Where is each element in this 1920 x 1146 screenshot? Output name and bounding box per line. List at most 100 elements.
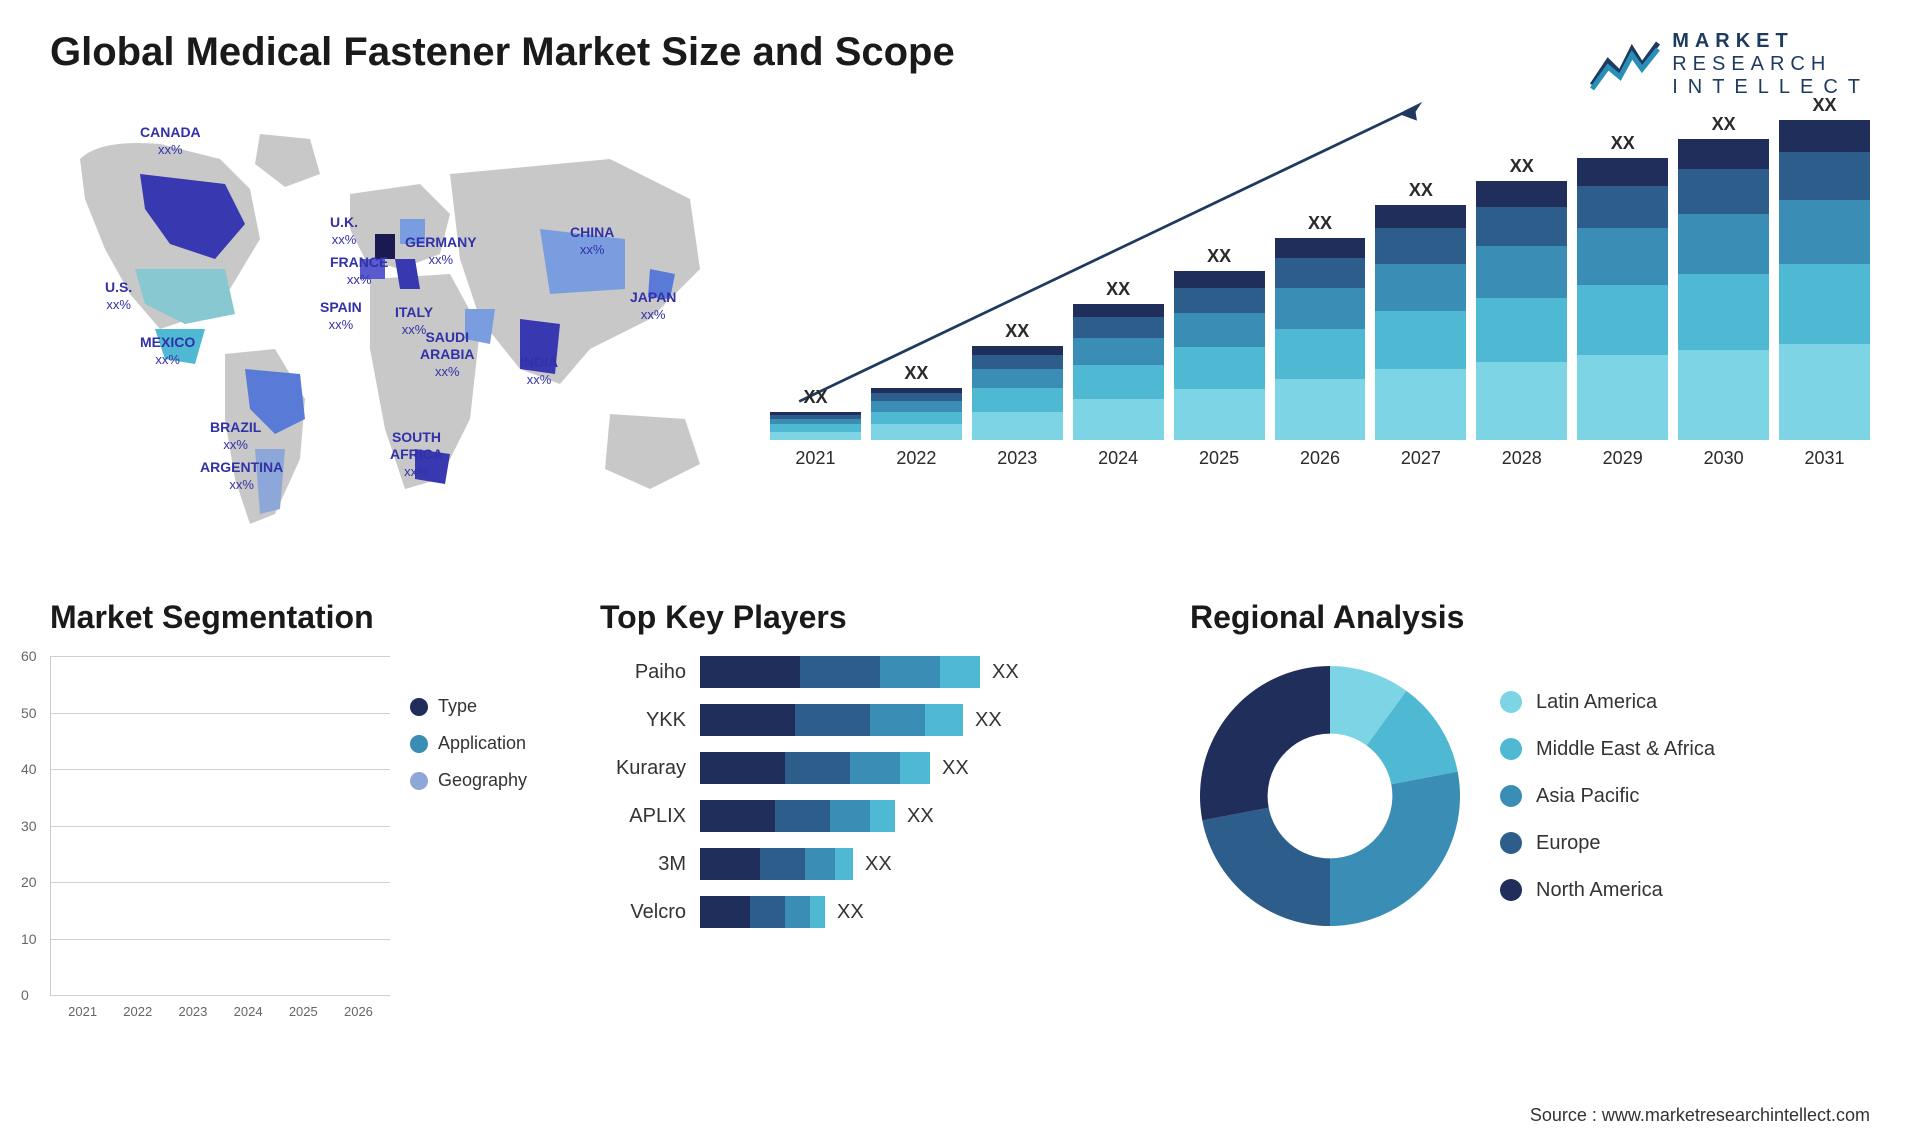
growth-bar-seg bbox=[972, 346, 1063, 355]
growth-bar-value: XX bbox=[1510, 156, 1534, 177]
key-player-seg bbox=[850, 752, 900, 784]
key-player-seg bbox=[785, 752, 850, 784]
regional-legend: Latin AmericaMiddle East & AfricaAsia Pa… bbox=[1500, 691, 1715, 902]
growth-bar-year: 2028 bbox=[1502, 448, 1542, 469]
growth-bar-seg bbox=[1174, 288, 1265, 313]
key-player-value: XX bbox=[975, 709, 1002, 732]
growth-bar-seg bbox=[1275, 329, 1366, 380]
growth-bar-seg bbox=[1375, 205, 1466, 229]
growth-bar-seg bbox=[1174, 313, 1265, 347]
growth-bar-value: XX bbox=[1308, 213, 1332, 234]
growth-bar-seg bbox=[1073, 304, 1164, 318]
key-players-panel: Top Key Players PaihoXXYKKXXKurarayXXAPL… bbox=[600, 599, 1160, 1119]
growth-bar-seg bbox=[1678, 274, 1769, 349]
growth-bar-2026: XX2026 bbox=[1275, 213, 1366, 469]
legend-label: Asia Pacific bbox=[1536, 785, 1639, 808]
growth-bar-2029: XX2029 bbox=[1577, 133, 1668, 469]
growth-bar-year: 2021 bbox=[795, 448, 835, 469]
growth-bar-value: XX bbox=[1106, 279, 1130, 300]
growth-bar-year: 2030 bbox=[1704, 448, 1744, 469]
legend-label: Type bbox=[438, 696, 477, 717]
key-player-seg bbox=[800, 656, 880, 688]
map-label-south-africa: SOUTHAFRICAxx% bbox=[390, 429, 443, 479]
growth-bar-seg bbox=[1476, 246, 1567, 298]
seg-x-tick: 2023 bbox=[171, 1004, 214, 1019]
legend-swatch bbox=[1500, 785, 1522, 807]
key-player-seg bbox=[810, 896, 825, 928]
key-player-seg bbox=[805, 848, 835, 880]
growth-bar-seg bbox=[1375, 311, 1466, 370]
key-player-name: Kuraray bbox=[600, 757, 700, 780]
growth-bar-seg bbox=[972, 388, 1063, 412]
growth-bar-2031: XX2031 bbox=[1779, 95, 1870, 469]
key-player-seg bbox=[900, 752, 930, 784]
growth-bar-seg bbox=[1174, 389, 1265, 440]
seg-y-tick: 10 bbox=[21, 931, 37, 947]
growth-bar-seg bbox=[1779, 152, 1870, 200]
key-player-seg bbox=[775, 800, 830, 832]
growth-bar-seg bbox=[1577, 228, 1668, 284]
seg-x-tick: 2021 bbox=[61, 1004, 104, 1019]
growth-bar-seg bbox=[972, 369, 1063, 388]
legend-swatch bbox=[410, 772, 428, 790]
key-player-seg bbox=[785, 896, 810, 928]
map-label-india: INDIAxx% bbox=[520, 354, 558, 388]
growth-bar-seg bbox=[1174, 271, 1265, 288]
seg-y-tick: 60 bbox=[21, 648, 37, 664]
map-label-france: FRANCExx% bbox=[330, 254, 388, 288]
regional-heading: Regional Analysis bbox=[1190, 599, 1464, 636]
growth-bar-value: XX bbox=[1409, 180, 1433, 201]
legend-label: Application bbox=[438, 733, 526, 754]
growth-bar-seg bbox=[1779, 344, 1870, 440]
growth-bar-year: 2031 bbox=[1804, 448, 1844, 469]
map-label-saudi-arabia: SAUDIARABIAxx% bbox=[420, 329, 474, 379]
logo-line2: RESEARCH bbox=[1672, 53, 1870, 76]
seg-y-tick: 40 bbox=[21, 761, 37, 777]
world-map-panel: CANADAxx%U.S.xx%MEXICOxx%BRAZILxx%ARGENT… bbox=[50, 119, 730, 539]
legend-swatch bbox=[410, 735, 428, 753]
growth-bar-seg bbox=[1073, 338, 1164, 365]
donut-slice-asia-pacific bbox=[1330, 772, 1460, 926]
growth-bar-seg bbox=[1375, 228, 1466, 263]
page-title: Global Medical Fastener Market Size and … bbox=[50, 30, 955, 75]
map-label-japan: JAPANxx% bbox=[630, 289, 676, 323]
growth-bar-seg bbox=[1476, 362, 1567, 440]
map-label-u-s-: U.S.xx% bbox=[105, 279, 132, 313]
key-player-value: XX bbox=[942, 757, 969, 780]
regional-legend-item: Middle East & Africa bbox=[1500, 738, 1715, 761]
donut-slice-europe bbox=[1202, 808, 1330, 926]
key-player-row: 3MXX bbox=[600, 848, 1160, 880]
segmentation-legend: TypeApplicationGeography bbox=[410, 656, 570, 996]
growth-bar-2030: XX2030 bbox=[1678, 114, 1769, 469]
growth-bar-seg bbox=[770, 424, 861, 431]
growth-chart: XX2021XX2022XX2023XX2024XX2025XX2026XX20… bbox=[770, 119, 1870, 539]
key-player-value: XX bbox=[837, 901, 864, 924]
growth-bar-year: 2025 bbox=[1199, 448, 1239, 469]
source-attribution: Source : www.marketresearchintellect.com bbox=[1530, 1105, 1870, 1126]
map-label-canada: CANADAxx% bbox=[140, 124, 201, 158]
growth-bar-seg bbox=[1779, 120, 1870, 152]
growth-bar-2027: XX2027 bbox=[1375, 180, 1466, 469]
growth-bar-seg bbox=[1577, 158, 1668, 186]
map-label-germany: GERMANYxx% bbox=[405, 234, 477, 268]
growth-bar-value: XX bbox=[904, 363, 928, 384]
growth-bar-2025: XX2025 bbox=[1174, 246, 1265, 469]
seg-y-tick: 20 bbox=[21, 874, 37, 890]
segmentation-panel: Market Segmentation 01020304050602021202… bbox=[50, 599, 570, 1119]
key-player-seg bbox=[750, 896, 785, 928]
key-player-seg bbox=[760, 848, 805, 880]
key-player-row: Kuraray XX bbox=[600, 752, 1160, 784]
legend-swatch bbox=[1500, 832, 1522, 854]
growth-bar-seg bbox=[1779, 200, 1870, 264]
growth-bar-seg bbox=[1275, 379, 1366, 440]
legend-swatch bbox=[1500, 879, 1522, 901]
key-player-seg bbox=[795, 704, 870, 736]
seg-x-tick: 2022 bbox=[116, 1004, 159, 1019]
growth-bar-year: 2024 bbox=[1098, 448, 1138, 469]
map-label-argentina: ARGENTINAxx% bbox=[200, 459, 283, 493]
key-player-row: VelcroXX bbox=[600, 896, 1160, 928]
legend-label: North America bbox=[1536, 879, 1663, 902]
key-player-seg bbox=[880, 656, 940, 688]
seg-x-tick: 2024 bbox=[227, 1004, 270, 1019]
growth-bar-seg bbox=[1678, 139, 1769, 169]
